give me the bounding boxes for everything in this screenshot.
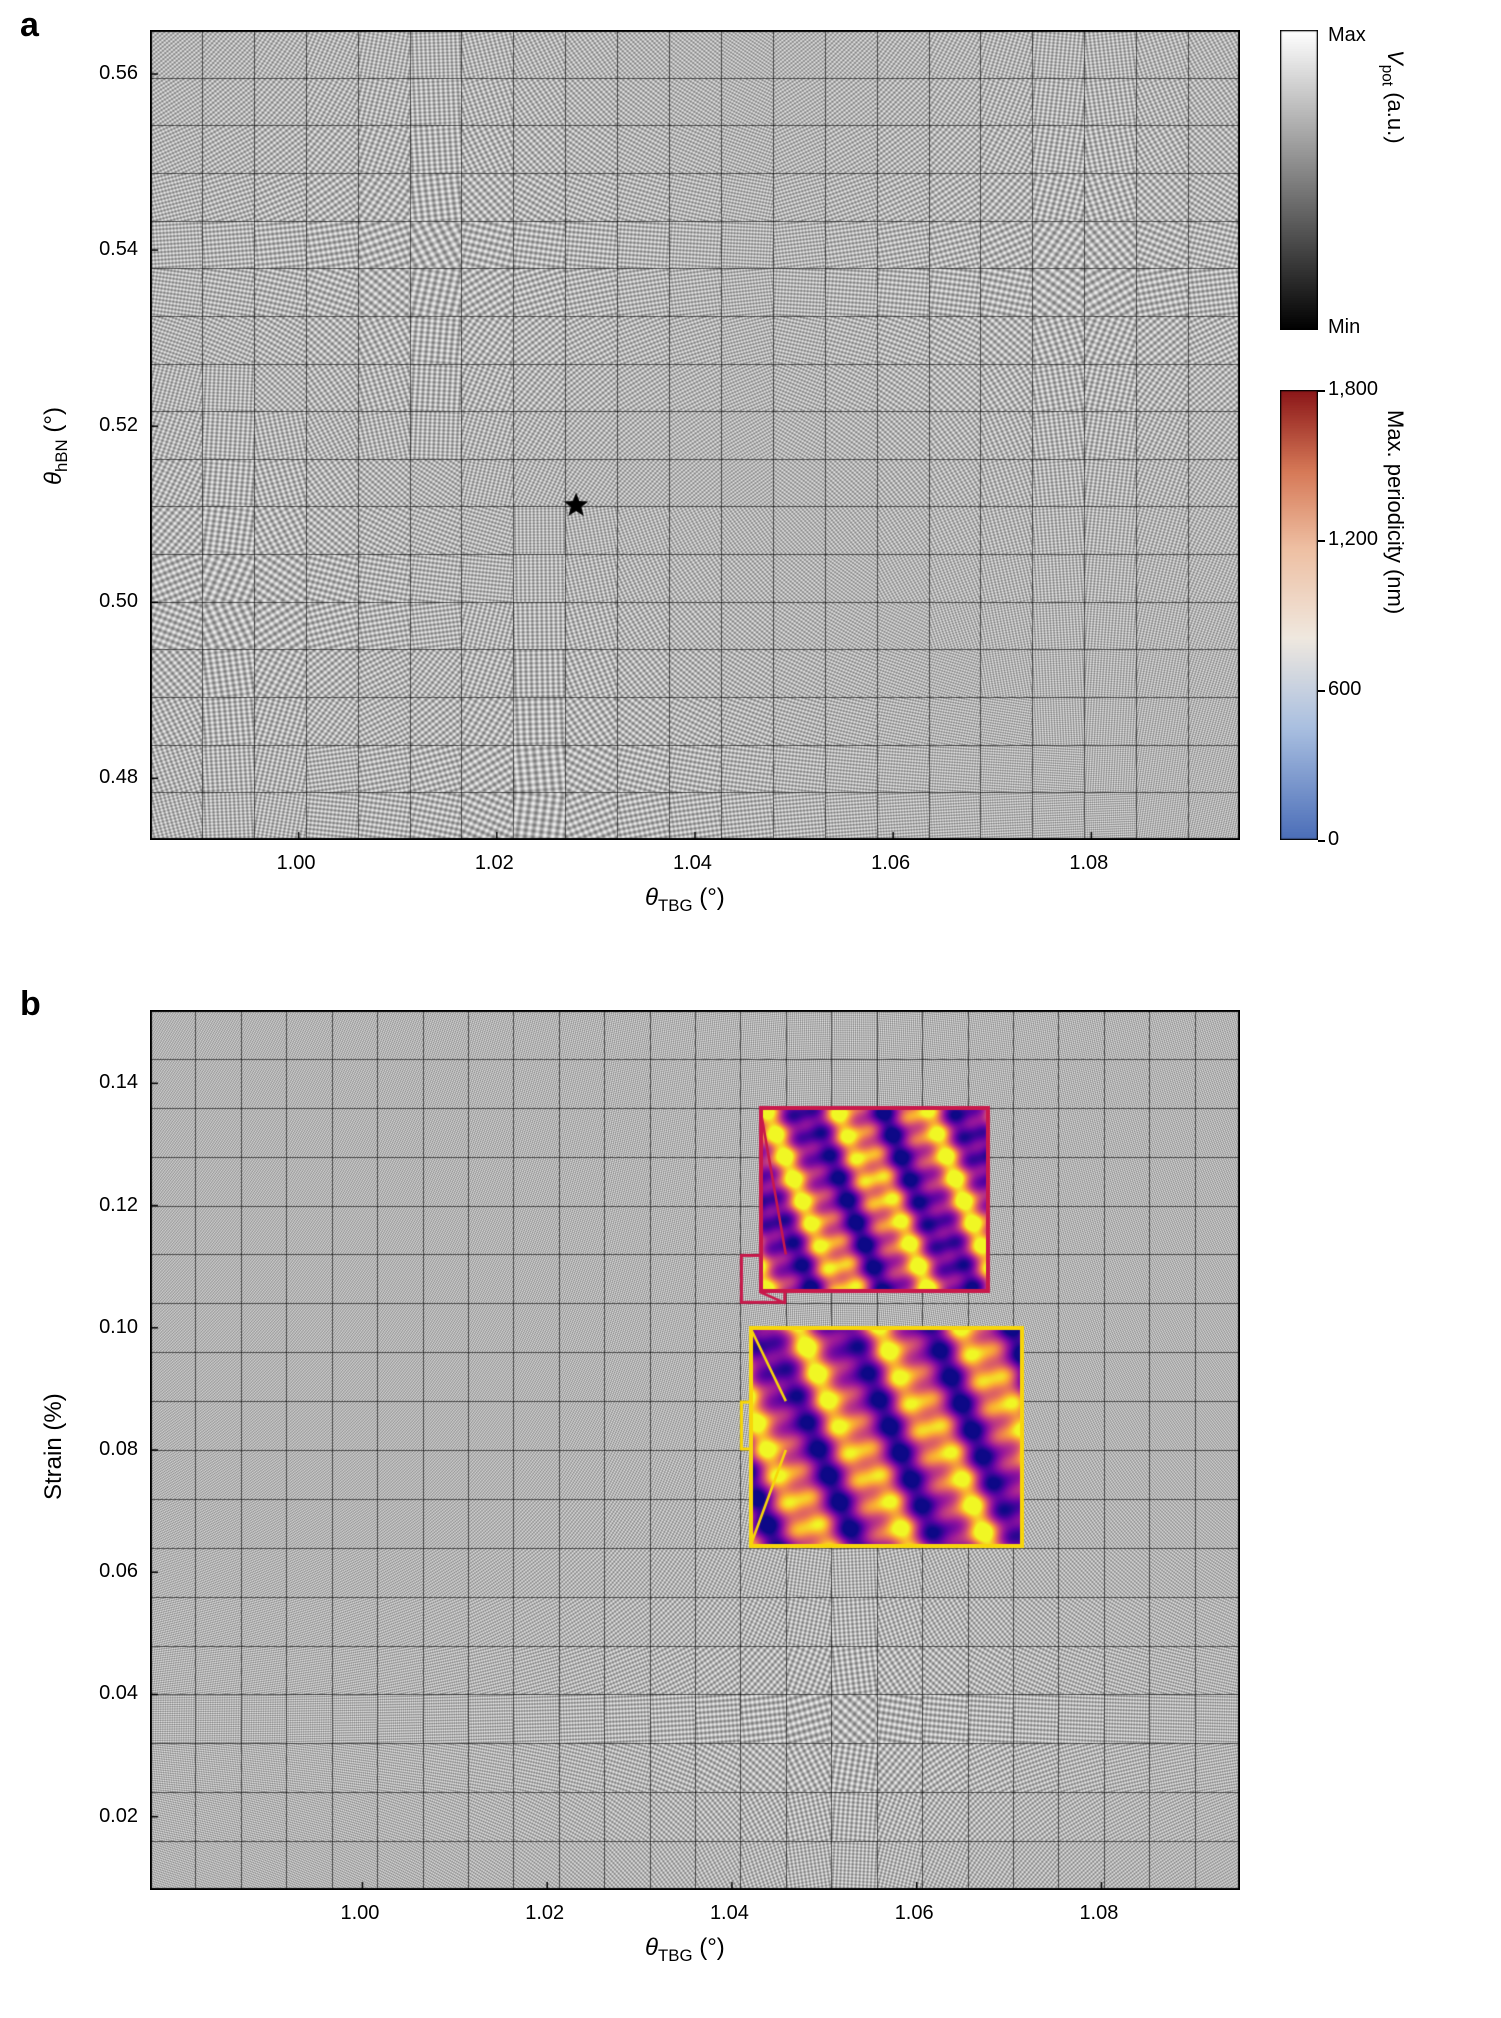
figure-root: a 1.00 1.02 1.04 1.06 1.08 0.48 0.50 0.52 0.54 0.5… [0,0,1501,2018]
colorbar-periodicity-tick: 1,800 [1328,378,1378,401]
ytick: 0.08 [68,1438,138,1461]
ytick: 0.50 [68,590,138,613]
colorbar-periodicity-tickmark [1318,540,1325,542]
xtick: 1.06 [871,852,910,875]
xtick: 1.08 [1069,852,1108,875]
panel-label-b: b [20,985,41,1024]
ytick: 0.04 [68,1682,138,1705]
colorbar-periodicity-tickmark [1318,390,1325,392]
ytick: 0.12 [68,1194,138,1217]
y-axis-label: θhBN (°) [40,407,72,485]
y-axis-label: Strain (%) [40,1393,68,1500]
panel-label-a: a [20,6,39,45]
plot-a [150,30,1240,840]
colorbar-periodicity-tick: 1,200 [1328,528,1378,551]
colorbar-vpot-max: Max [1328,24,1366,47]
colorbar-periodicity [1280,390,1318,840]
colorbar-periodicity-tickmark [1318,840,1325,842]
ytick: 0.02 [68,1805,138,1828]
xtick: 1.04 [673,852,712,875]
colorbar-periodicity-label: Max. periodicity (nm) [1382,410,1408,614]
ytick: 0.48 [68,766,138,789]
xtick: 1.00 [277,852,316,875]
plot-b [150,1010,1240,1890]
xtick: 1.08 [1079,1902,1118,1925]
colorbar-periodicity-tick: 0 [1328,828,1339,851]
x-axis-label: θTBG (°) [645,884,725,916]
ytick: 0.06 [68,1560,138,1583]
xtick: 1.02 [525,1902,564,1925]
ytick: 0.56 [68,62,138,85]
ytick: 0.52 [68,414,138,437]
ytick: 0.10 [68,1316,138,1339]
colorbar-vpot [1280,30,1318,330]
colorbar-vpot-label: Vpot (a.u.) [1378,50,1408,144]
xtick: 1.04 [710,1902,749,1925]
ytick: 0.14 [68,1071,138,1094]
colorbar-periodicity-tickmark [1318,690,1325,692]
colorbar-vpot-min: Min [1328,316,1360,339]
ytick: 0.54 [68,238,138,261]
xtick: 1.06 [895,1902,934,1925]
colorbar-periodicity-tick: 600 [1328,678,1361,701]
xtick: 1.00 [340,1902,379,1925]
x-axis-label: θTBG (°) [645,1934,725,1966]
xtick: 1.02 [475,852,514,875]
